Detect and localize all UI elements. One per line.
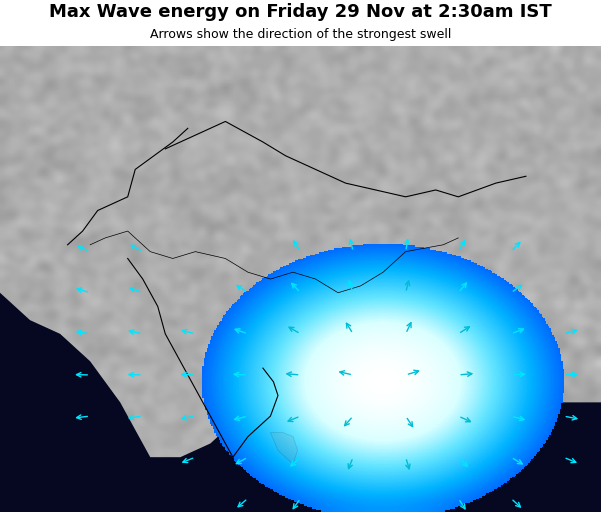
Text: Max Wave energy on Friday 29 Nov at 2:30am IST: Max Wave energy on Friday 29 Nov at 2:30… xyxy=(49,3,552,20)
Polygon shape xyxy=(270,433,297,464)
Text: Arrows show the direction of the strongest swell: Arrows show the direction of the stronge… xyxy=(150,28,451,41)
Polygon shape xyxy=(0,279,601,512)
